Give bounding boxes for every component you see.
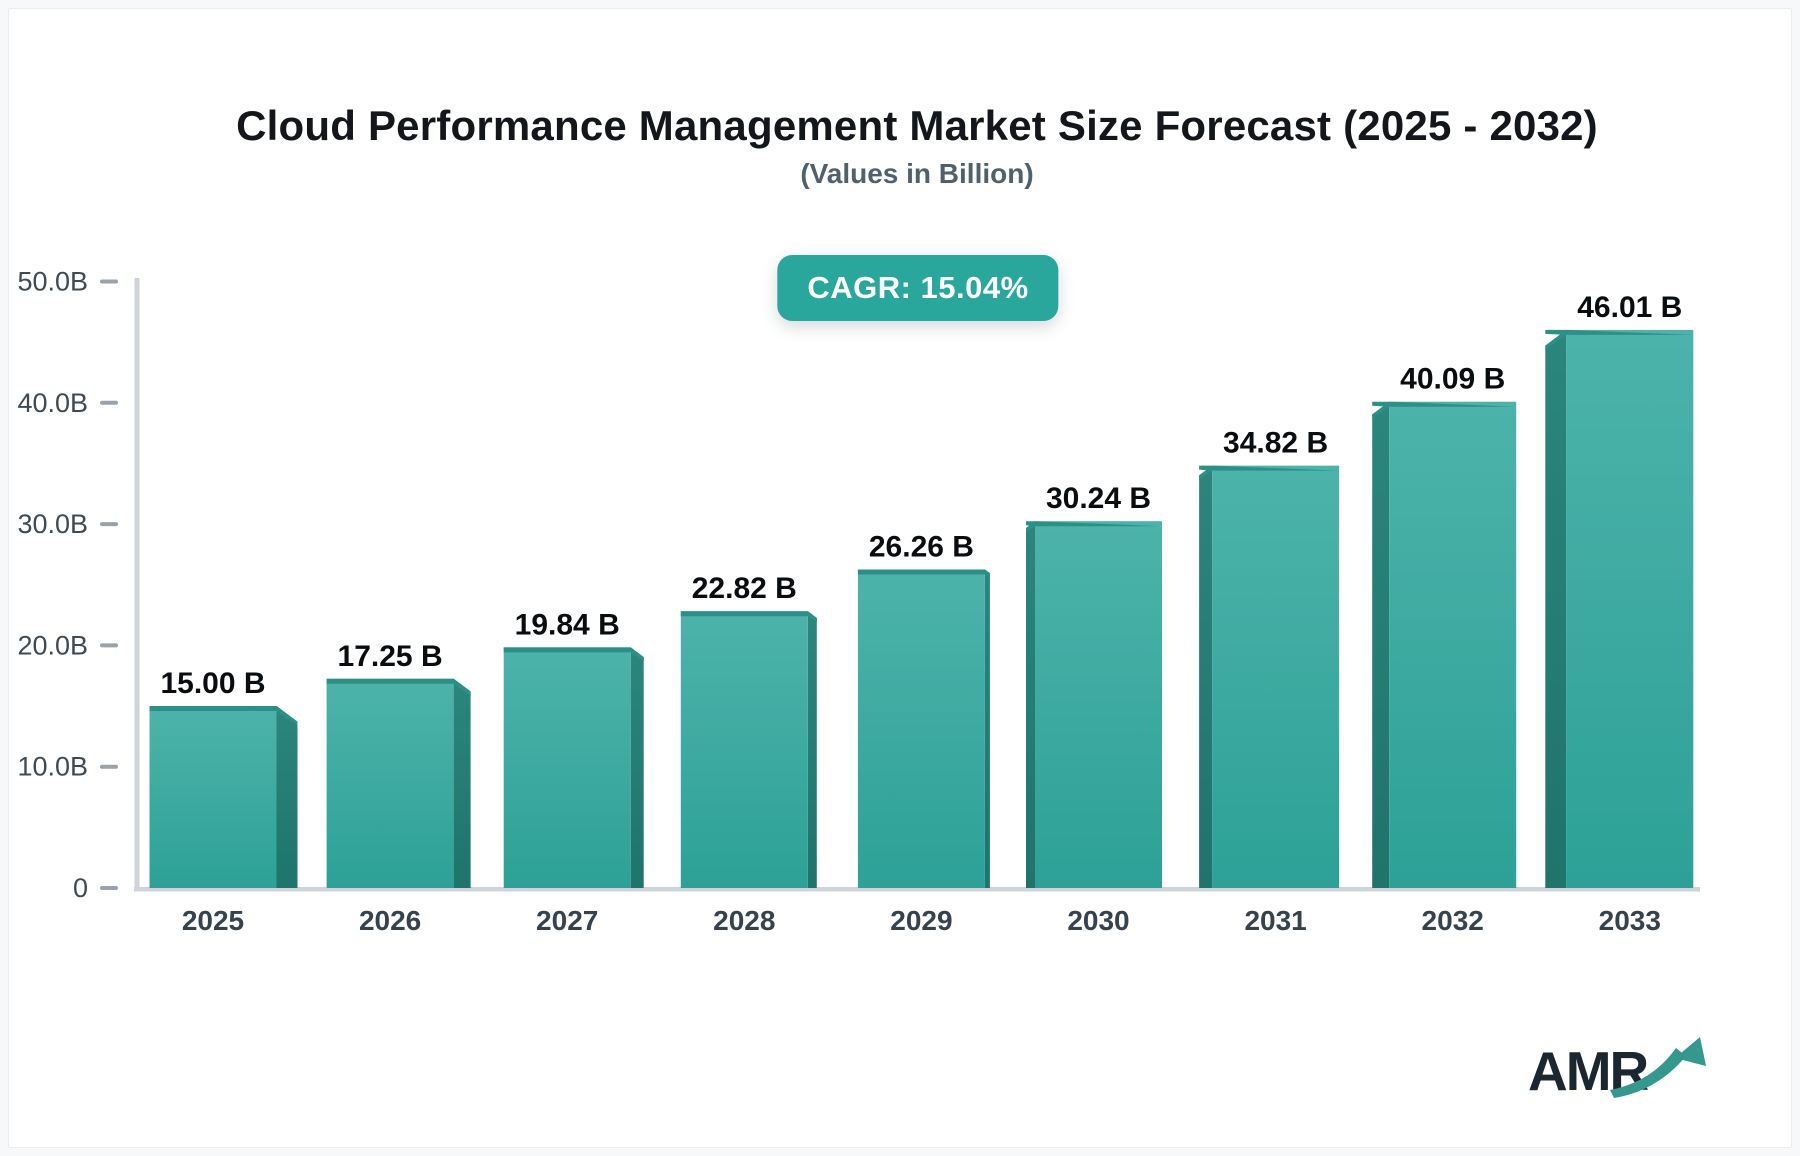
x-axis-line: [134, 887, 1700, 892]
bar-value-label-2028: 22.82 B: [692, 572, 797, 605]
growth-arrow-head-icon: [1675, 1037, 1706, 1066]
bar-value-label-2027: 19.84 B: [515, 608, 620, 641]
bar-top-edge-2025: [149, 706, 298, 726]
amr-logo: AMR: [1528, 1037, 1706, 1102]
bar-top-bevel-2026: [453, 678, 471, 696]
chart-subtitle: (Values in Billion): [800, 158, 1034, 189]
bar-front-face-2027: [503, 647, 631, 888]
bar-top-edge-2026: [326, 678, 471, 696]
bar-side-face-2033: [1545, 329, 1567, 889]
bar-value-label-2026: 17.25 B: [338, 640, 443, 673]
bar-top-bevel-2028: [807, 611, 817, 622]
y-axis-tick: [100, 279, 118, 284]
y-axis-tick-label: 50.0B: [17, 267, 88, 297]
x-axis-category-label-2026: 2026: [359, 905, 421, 936]
y-axis-tick-label: 0: [73, 873, 88, 903]
bar-value-label-2032: 40.09 B: [1400, 363, 1505, 396]
y-axis-tick-label: 40.0B: [17, 388, 88, 418]
bar-top-bevel-2030: [1026, 521, 1035, 532]
bar-side-face-2031: [1199, 465, 1213, 888]
x-axis-category-label-2030: 2030: [1067, 905, 1129, 936]
bar-front-face-2031: [1212, 465, 1340, 888]
y-axis-line: [134, 278, 140, 891]
bar-top-edge-2033: [1545, 329, 1694, 335]
bar-top-edge-2029: [857, 569, 990, 578]
bar-top-edge-2030: [1026, 521, 1162, 527]
x-axis-category-label-2033: 2033: [1599, 905, 1661, 936]
bar-front-face-2033: [1566, 329, 1694, 889]
x-axis-category-label-2027: 2027: [536, 905, 598, 936]
page-title: Cloud Performance Management Market Size…: [236, 102, 1598, 149]
y-axis-tick-label: 30.0B: [17, 509, 88, 539]
bar-side-face-2032: [1372, 401, 1390, 888]
y-axis-tick: [100, 886, 118, 890]
cagr-badge: CAGR: 15.04%: [777, 255, 1059, 321]
bar-side-face-2026: [453, 678, 471, 888]
bar-front-face-2029: [857, 569, 985, 888]
bar-top-edge-2028: [680, 611, 817, 622]
x-axis-category-label-2032: 2032: [1422, 905, 1484, 936]
bar-side-face-2025: [276, 706, 298, 888]
x-axis-category-label-2029: 2029: [890, 905, 952, 936]
bar-front-face-2032: [1389, 401, 1517, 888]
bar-front-face-2030: [1035, 521, 1162, 888]
x-axis-category-label-2028: 2028: [713, 905, 775, 936]
bar-top-edge-2027: [503, 647, 644, 662]
bar-top-bevel-2029: [984, 569, 990, 578]
bar-front-face-2025: [149, 706, 277, 888]
y-axis-tick-label: 10.0B: [17, 752, 88, 782]
bar-value-label-2030: 30.24 B: [1046, 482, 1151, 515]
growth-arrow-swoosh-icon: [1610, 1048, 1686, 1098]
bar-top-edge-2031: [1199, 465, 1340, 471]
bar-side-face-2028: [807, 611, 817, 888]
bar-side-face-2030: [1026, 521, 1035, 888]
y-axis-tick: [100, 400, 118, 405]
x-axis-category-label-2025: 2025: [182, 905, 244, 936]
bar-value-label-2025: 15.00 B: [160, 667, 265, 700]
bar-top-bevel-2025: [276, 706, 298, 726]
x-axis-category-label-2031: 2031: [1244, 905, 1306, 936]
bar-value-label-2033: 46.01 B: [1577, 291, 1682, 324]
bar-side-face-2027: [630, 647, 644, 888]
bar-value-label-2031: 34.82 B: [1223, 427, 1328, 460]
bar-value-label-2029: 26.26 B: [869, 530, 974, 563]
bar-front-face-2026: [326, 678, 454, 888]
bar-top-bevel-2033: [1545, 329, 1567, 350]
y-axis-tick: [100, 764, 118, 769]
bar-top-bevel-2032: [1372, 401, 1390, 419]
bar-front-face-2028: [680, 611, 808, 888]
bar-top-bevel-2027: [630, 647, 644, 662]
y-axis-tick-label: 20.0B: [17, 630, 88, 660]
bar-top-bevel-2031: [1199, 465, 1213, 480]
y-axis-tick: [100, 522, 118, 527]
bar-top-edge-2032: [1372, 401, 1517, 407]
bar-side-face-2029: [984, 569, 990, 888]
y-axis-tick: [100, 643, 118, 648]
